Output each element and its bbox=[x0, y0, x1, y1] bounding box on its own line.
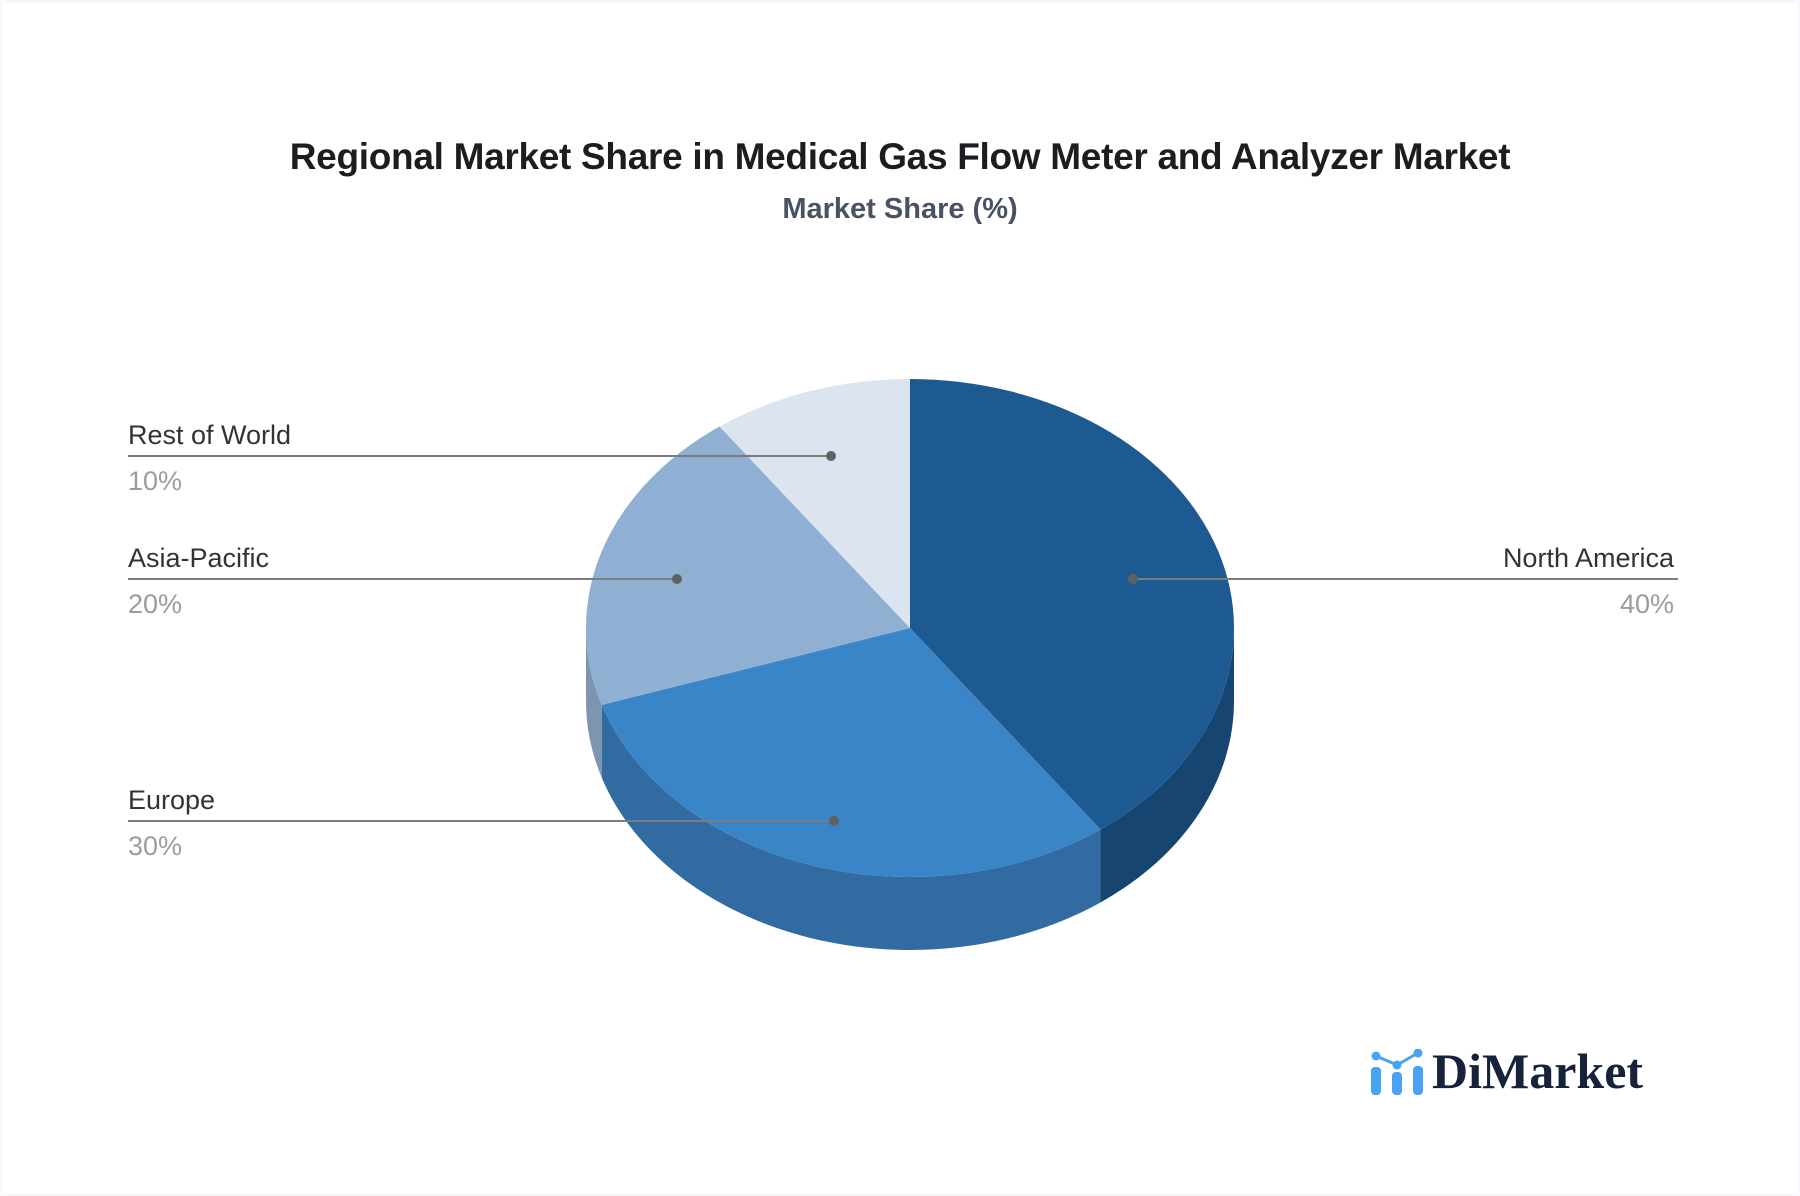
leader-dot bbox=[1128, 574, 1138, 584]
slice-name: Asia-Pacific bbox=[128, 543, 270, 573]
slice-percent: 20% bbox=[128, 589, 183, 619]
chart-title: Regional Market Share in Medical Gas Flo… bbox=[289, 136, 1511, 177]
slice-label-rest-of-world: Rest of World 10% bbox=[128, 3, 728, 1193]
slice-label-europe: Europe 30% bbox=[128, 3, 728, 1193]
pie-slice-path bbox=[910, 379, 1234, 830]
bar-chart-trend-icon bbox=[1371, 1049, 1423, 1095]
pie-slice-path bbox=[585, 426, 910, 705]
leader-dot bbox=[829, 816, 839, 826]
leader-dot bbox=[672, 574, 682, 584]
slice-name: Europe bbox=[128, 785, 216, 815]
pie-slice-path bbox=[601, 628, 1101, 878]
slice-name: Rest of World bbox=[128, 420, 292, 450]
leader-dot bbox=[826, 451, 836, 461]
pie-chart bbox=[128, 379, 1678, 951]
slice-percent: 10% bbox=[128, 466, 183, 496]
slice-name: North America bbox=[1502, 543, 1674, 573]
pie-slice-path bbox=[719, 379, 910, 628]
slice-percent: 40% bbox=[1619, 589, 1674, 619]
pie-slice-path bbox=[601, 704, 1101, 951]
chart-subtitle: Market Share (%) bbox=[782, 193, 1018, 225]
pie-slice-path bbox=[1100, 628, 1234, 903]
logo-text: DiMarket bbox=[1432, 1043, 1644, 1099]
pie-slice-path bbox=[586, 628, 602, 778]
slice-label-north-america: North America 40% bbox=[1074, 3, 1674, 1193]
slice-label-asia-pacific: Asia-Pacific 20% bbox=[128, 3, 728, 1193]
slice-percent: 30% bbox=[128, 831, 183, 861]
dimarket-logo: DiMarket bbox=[1366, 1045, 1666, 1105]
